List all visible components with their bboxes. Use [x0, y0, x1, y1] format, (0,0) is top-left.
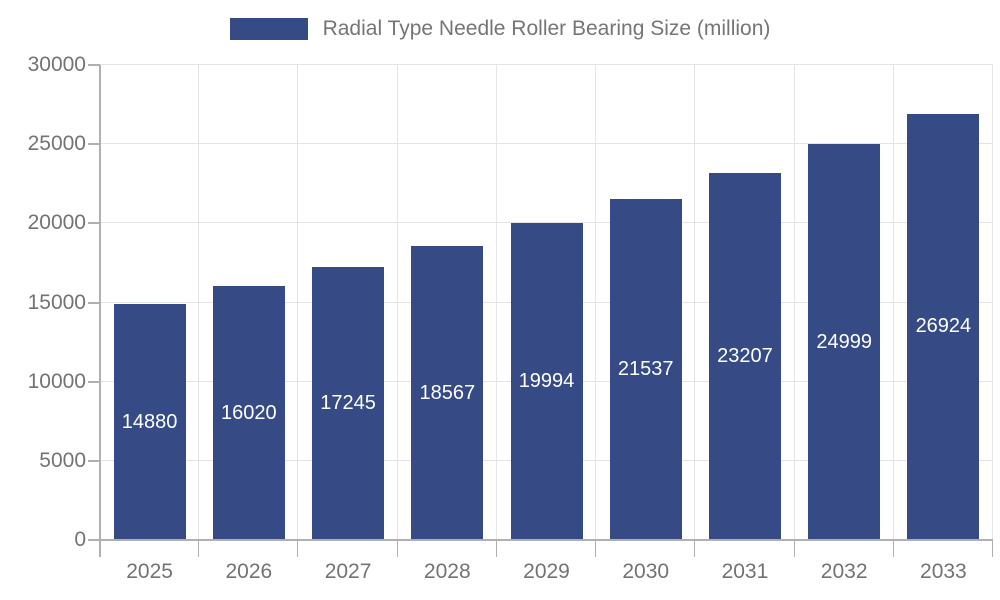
bar-value-label: 19994 — [518, 370, 575, 393]
bar: 26924 — [907, 113, 980, 540]
legend-item[interactable]: Radial Type Needle Roller Bearing Size (… — [229, 16, 771, 42]
x-tick-mark — [892, 540, 894, 557]
y-tick-mark — [88, 64, 100, 66]
bar-value-label: 26924 — [915, 315, 972, 338]
gridline-vertical — [892, 65, 894, 540]
gridline-vertical — [396, 65, 398, 540]
y-axis-line — [99, 65, 101, 557]
y-axis-tick-marks — [88, 64, 100, 541]
x-tick-label: 2025 — [126, 560, 173, 583]
gridline-vertical — [793, 65, 795, 540]
x-tick-mark — [992, 540, 993, 557]
y-tick-mark — [88, 143, 100, 146]
x-tick-mark — [99, 540, 100, 557]
bar: 21537 — [609, 199, 682, 540]
x-tick-label: 2028 — [423, 560, 471, 583]
y-tick-label: 5000 — [39, 448, 86, 472]
x-tick-mark — [793, 540, 795, 557]
plot-area: 14880 16020 17245 18567 19994 21537 23207 24999… — [100, 64, 993, 540]
bar: 18567 — [411, 246, 484, 540]
x-tick-label: 2030 — [622, 560, 670, 583]
bar-value-label: 24999 — [816, 330, 872, 353]
gridline-vertical — [198, 65, 200, 540]
x-tick-label: 2032 — [820, 560, 868, 583]
y-tick-label: 10000 — [27, 369, 86, 393]
gridline-vertical — [495, 65, 497, 540]
gridline-vertical — [297, 65, 299, 540]
x-axis-tick-marks — [99, 540, 993, 557]
bar-value-label: 18567 — [419, 381, 476, 404]
y-tick-label: 0 — [74, 528, 86, 551]
y-tick-label: 20000 — [27, 211, 86, 235]
gridline-horizontal — [100, 222, 993, 224]
bar: 24999 — [808, 144, 881, 540]
bar: 19994 — [510, 223, 583, 540]
y-tick-mark — [88, 539, 100, 541]
x-tick-label: 2026 — [225, 560, 273, 583]
bar: 14880 — [113, 304, 186, 540]
x-tick-label: 2027 — [324, 560, 372, 583]
gridline-horizontal — [100, 143, 993, 145]
y-tick-mark — [88, 301, 100, 304]
y-tick-mark — [88, 459, 100, 462]
x-tick-mark — [198, 540, 200, 557]
x-axis-labels: 2025 2026 2027 2028 2029 2030 2031 2032 2033 — [100, 560, 993, 590]
y-tick-label: 25000 — [27, 132, 86, 156]
x-tick-mark — [396, 540, 398, 557]
bar-value-label: 16020 — [221, 401, 277, 424]
x-tick-label: 2029 — [523, 560, 570, 583]
bar-value-label: 23207 — [717, 344, 773, 367]
legend: Radial Type Needle Roller Bearing Size (… — [0, 16, 1000, 42]
bar-value-label: 14880 — [121, 410, 178, 433]
bar-value-label: 17245 — [320, 391, 376, 414]
x-tick-mark — [694, 540, 696, 557]
x-tick-mark — [595, 540, 597, 557]
x-axis-line — [100, 539, 993, 541]
gridline-vertical — [992, 65, 993, 540]
y-tick-label: 15000 — [27, 290, 86, 314]
y-tick-mark — [88, 222, 100, 225]
bar-value-label: 21537 — [617, 358, 674, 380]
x-tick-label: 2031 — [721, 560, 769, 583]
y-axis-labels: 0 5000 10000 15000 20000 25000 30000 — [0, 53, 86, 551]
gridline-horizontal — [100, 64, 993, 65]
bar: 16020 — [212, 286, 285, 540]
gridline-vertical — [694, 65, 696, 540]
y-tick-mark — [88, 380, 100, 383]
bar: 23207 — [708, 172, 781, 540]
legend-swatch — [229, 18, 308, 40]
gridline-vertical — [595, 65, 597, 540]
x-tick-mark — [297, 540, 299, 557]
legend-label: Radial Type Needle Roller Bearing Size (… — [322, 17, 771, 40]
x-tick-mark — [495, 540, 497, 557]
x-tick-label: 2033 — [920, 560, 967, 583]
y-tick-label: 30000 — [27, 53, 86, 76]
bar: 17245 — [312, 266, 385, 540]
